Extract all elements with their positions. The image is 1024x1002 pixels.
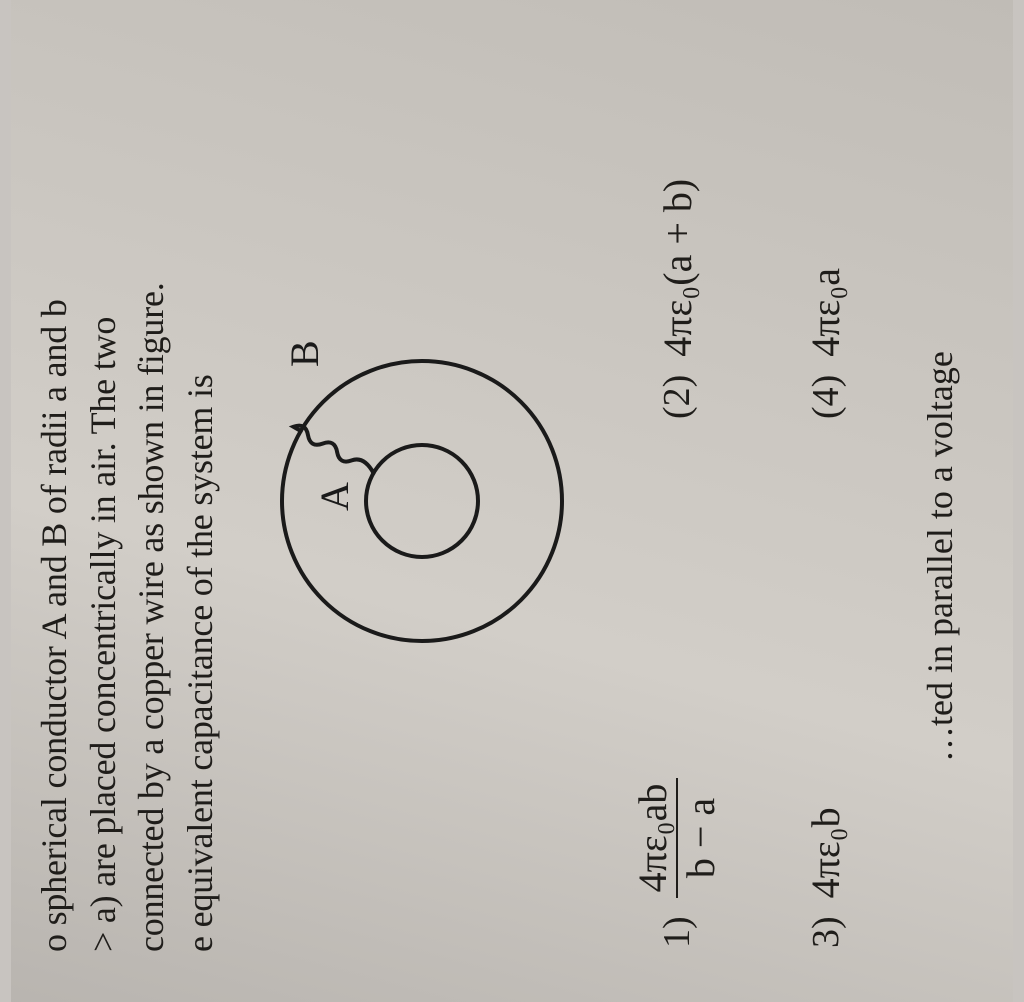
option-1-fraction: 4πε₀ab b − a xyxy=(632,778,722,899)
option-2-number: (2) xyxy=(655,375,699,419)
option-4-number: (4) xyxy=(804,375,848,419)
option-2-expr: 4πε₀(a + b) xyxy=(654,179,701,357)
option-1-number: 1) xyxy=(655,916,699,948)
content-region: o spherical conductor A and B of radii a… xyxy=(0,0,1024,1002)
q-line4: e equivalent capacitance of the system i… xyxy=(180,374,220,952)
option-4: (4) 4πε₀a xyxy=(802,70,849,419)
label-b: B xyxy=(282,340,327,367)
q-line1: o spherical conductor A and B of radii a… xyxy=(34,299,74,952)
option-2: (2) 4πε₀(a + b) xyxy=(632,70,722,419)
label-a: A xyxy=(312,482,357,511)
option-4-expr: 4πε₀a xyxy=(802,268,849,357)
option-1-numerator: 4πε₀ab xyxy=(632,778,678,899)
q-line3: connected by a copper wire as shown in f… xyxy=(131,282,171,952)
option-1: 1) 4πε₀ab b − a xyxy=(632,599,722,948)
option-3-expr: 4πε₀b xyxy=(802,807,849,898)
footer-fragment: …ted in parallel to a voltage xyxy=(919,50,961,952)
concentric-spheres-diagram: AB xyxy=(252,321,572,681)
rotated-page: o spherical conductor A and B of radii a… xyxy=(11,0,1013,1002)
diagram-container: AB xyxy=(252,50,572,952)
options-grid: 1) 4πε₀ab b − a (2) 4πε₀(a + b) 3) 4πε₀b… xyxy=(632,50,849,952)
option-1-denominator: b − a xyxy=(678,798,722,878)
question-stem: o spherical conductor A and B of radii a… xyxy=(30,50,224,952)
option-3-number: 3) xyxy=(804,916,848,948)
q-line2: > a) are placed concentrically in air. T… xyxy=(83,317,123,952)
option-3: 3) 4πε₀b xyxy=(802,599,849,948)
